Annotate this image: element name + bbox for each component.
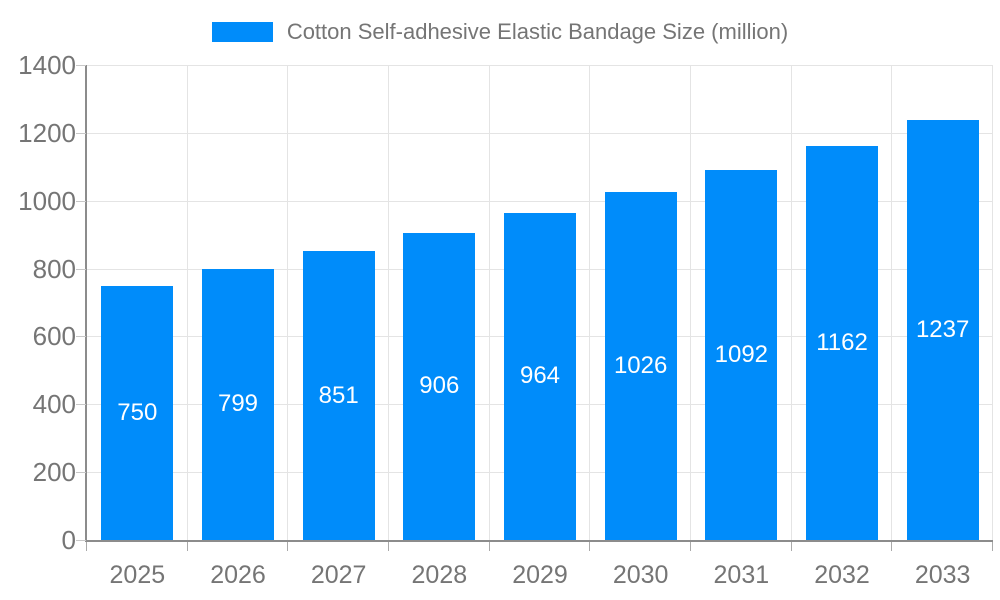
x-axis-tick-label: 2031 bbox=[713, 561, 770, 589]
x-gridline bbox=[690, 65, 691, 540]
x-tick-mark bbox=[790, 542, 792, 551]
y-axis-tick-label: 0 bbox=[61, 525, 76, 555]
x-gridline bbox=[186, 65, 188, 540]
x-tick-mark bbox=[388, 542, 389, 551]
x-gridline bbox=[589, 65, 591, 540]
x-axis-tick-label: 2029 bbox=[512, 561, 568, 589]
y-tick-mark bbox=[76, 65, 86, 66]
y-axis-tick-label: 600 bbox=[32, 321, 76, 352]
y-tick-mark bbox=[76, 404, 86, 406]
legend[interactable]: Cotton Self-adhesive Elastic Bandage Siz… bbox=[0, 15, 1000, 49]
bar-2028[interactable] bbox=[403, 232, 476, 540]
x-tick-mark bbox=[891, 542, 893, 551]
y-tick-mark bbox=[76, 540, 86, 541]
x-axis-tick-label: 2025 bbox=[109, 561, 166, 589]
plot-area: 750 799 851 906 964 1026 1092 1162 1237 bbox=[87, 65, 993, 540]
x-tick-mark bbox=[287, 542, 289, 551]
bar-2033[interactable] bbox=[906, 120, 979, 540]
x-axis-tick-label: 2026 bbox=[210, 561, 266, 589]
y-axis-tick-label: 1000 bbox=[18, 185, 76, 216]
x-gridline bbox=[388, 65, 389, 540]
y-gridline bbox=[87, 200, 993, 202]
x-tick-mark bbox=[690, 542, 691, 551]
y-gridline bbox=[87, 65, 993, 66]
y-tick-mark bbox=[76, 132, 86, 134]
x-tick-mark bbox=[589, 542, 591, 551]
x-gridline bbox=[488, 65, 490, 540]
x-tick-mark bbox=[992, 542, 993, 551]
x-axis-line bbox=[85, 540, 993, 542]
y-axis-tick-label: 1200 bbox=[18, 117, 76, 148]
x-axis-tick-label: 2028 bbox=[411, 561, 468, 589]
x-axis-tick-label: 2030 bbox=[612, 561, 669, 589]
x-axis-tick-label: 2033 bbox=[914, 561, 971, 589]
y-tick-mark bbox=[76, 472, 86, 474]
x-gridline bbox=[790, 65, 792, 540]
legend-swatch-icon bbox=[211, 22, 273, 42]
y-axis-tick-label: 400 bbox=[32, 389, 76, 420]
bar-2030[interactable] bbox=[604, 191, 677, 540]
x-tick-mark bbox=[488, 542, 490, 551]
y-tick-mark bbox=[76, 336, 86, 338]
x-tick-mark bbox=[186, 542, 188, 551]
x-gridline bbox=[287, 65, 289, 540]
x-gridline bbox=[891, 65, 893, 540]
x-axis-tick-label: 2032 bbox=[814, 561, 870, 589]
bar-2026[interactable] bbox=[202, 268, 274, 540]
bar-2029[interactable] bbox=[504, 212, 576, 540]
bar-2032[interactable] bbox=[806, 145, 878, 540]
y-tick-mark bbox=[76, 200, 86, 202]
x-tick-mark bbox=[86, 542, 87, 551]
y-axis-line bbox=[85, 65, 87, 542]
y-tick-mark bbox=[76, 268, 86, 270]
y-axis-tick-label: 800 bbox=[32, 253, 76, 284]
y-gridline bbox=[87, 132, 993, 134]
x-axis-tick-label: 2027 bbox=[310, 561, 367, 589]
bar-2025[interactable] bbox=[101, 285, 174, 540]
x-gridline bbox=[992, 65, 993, 540]
bar-2027[interactable] bbox=[302, 251, 375, 540]
legend-label: Cotton Self-adhesive Elastic Bandage Siz… bbox=[286, 19, 789, 44]
y-axis-tick-label: 200 bbox=[32, 457, 76, 488]
y-axis-tick-label: 1400 bbox=[18, 50, 76, 80]
bar-2031[interactable] bbox=[705, 169, 778, 540]
